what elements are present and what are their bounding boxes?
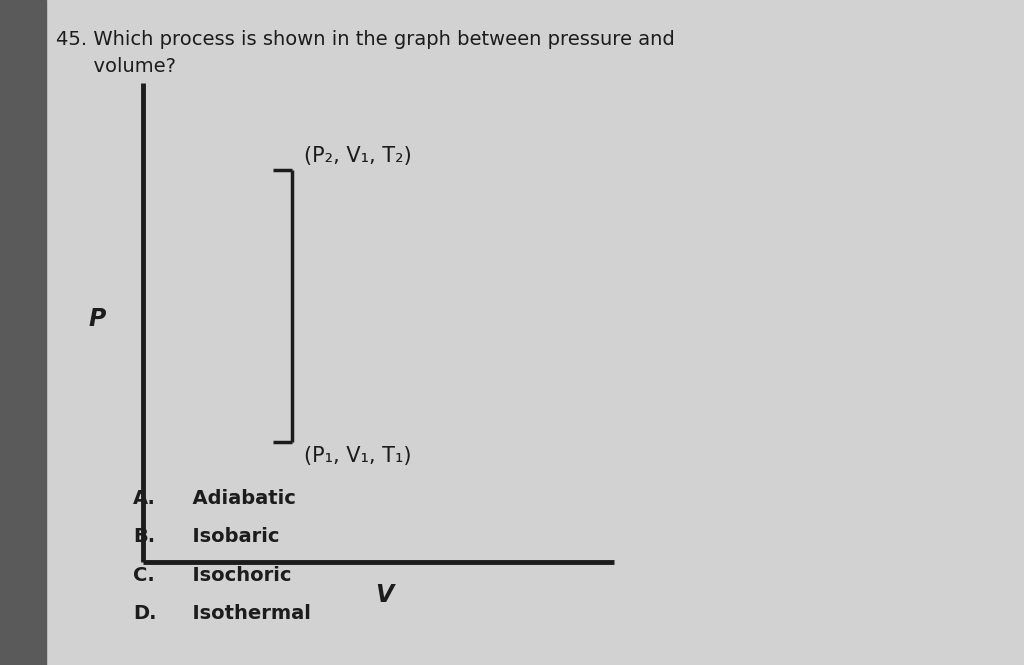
Text: Isochoric: Isochoric (179, 566, 292, 585)
Text: Isobaric: Isobaric (179, 527, 280, 547)
Text: V: V (375, 583, 393, 607)
Text: (P₁, V₁, T₁): (P₁, V₁, T₁) (304, 446, 412, 465)
Text: P: P (89, 307, 105, 331)
Text: 45. Which process is shown in the graph between pressure and: 45. Which process is shown in the graph … (56, 30, 675, 49)
Text: (P₂, V₁, T₂): (P₂, V₁, T₂) (304, 146, 412, 166)
Text: C.: C. (133, 566, 155, 585)
Text: B.: B. (133, 527, 156, 547)
Text: A.: A. (133, 489, 156, 508)
Text: volume?: volume? (56, 57, 176, 76)
Text: D.: D. (133, 604, 157, 624)
Bar (0, 0, 46, 665)
Text: Adiabatic: Adiabatic (179, 489, 296, 508)
Text: Isothermal: Isothermal (179, 604, 311, 624)
